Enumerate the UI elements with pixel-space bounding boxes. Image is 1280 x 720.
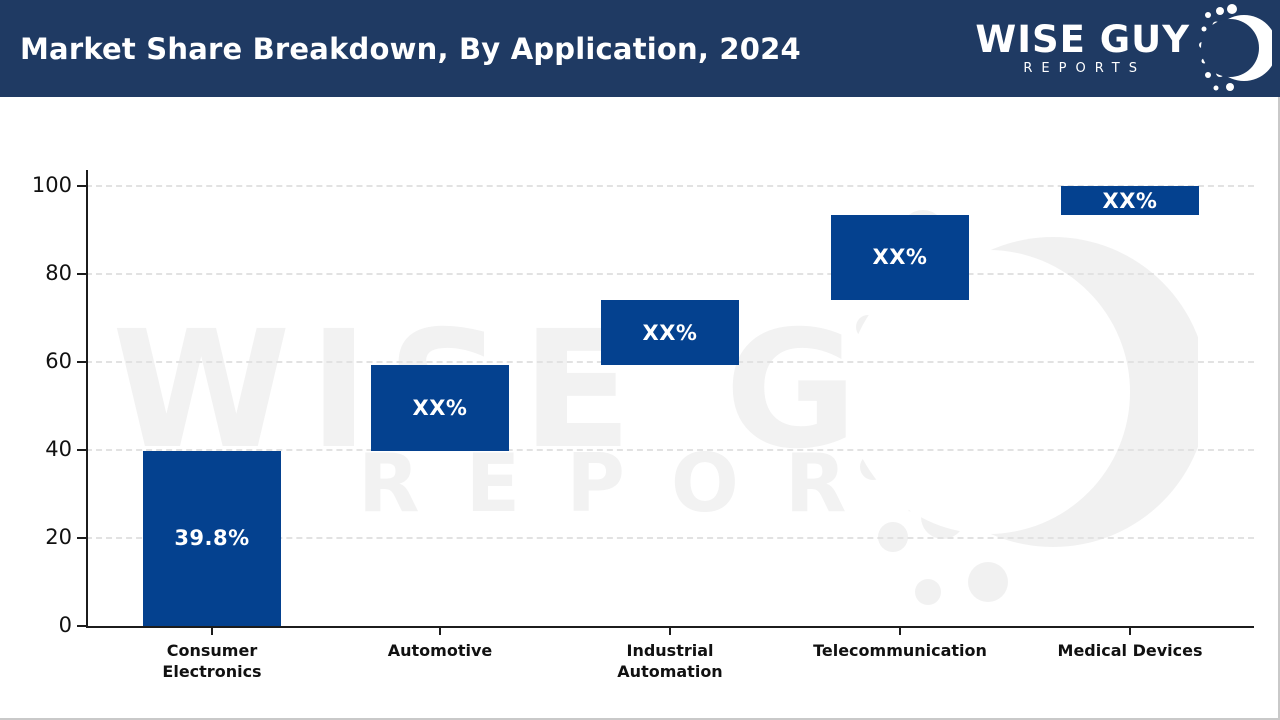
- grid-line: [86, 449, 1254, 451]
- y-axis-tick: [77, 449, 86, 451]
- bar-value-label: XX%: [872, 245, 928, 270]
- y-tick-label: 80: [45, 261, 72, 285]
- x-axis-tick: [211, 628, 213, 635]
- chart-canvas: WISE GUY REPORTS 0 20 40 60 80 100 39.8% XX% XX%…: [0, 97, 1280, 720]
- wise-guy-logo: WISE GUY REPORTS: [975, 0, 1272, 97]
- bar: 39.8%: [143, 450, 281, 626]
- grid-line: [86, 537, 1254, 539]
- bar: XX%: [1061, 186, 1199, 216]
- bar-value-label: XX%: [412, 395, 468, 420]
- x-axis-line: [86, 626, 1254, 628]
- y-axis-line: [86, 170, 88, 628]
- bar: XX%: [371, 365, 509, 451]
- y-tick-label: 0: [58, 613, 72, 637]
- grid-line: [86, 273, 1254, 275]
- page-title: Market Share Breakdown, By Application, …: [20, 31, 801, 66]
- y-tick-label: 20: [45, 525, 72, 549]
- y-axis-tick: [77, 625, 86, 627]
- y-axis-tick: [77, 185, 86, 187]
- y-tick-label: 40: [45, 437, 72, 461]
- y-tick-label: 60: [45, 349, 72, 373]
- logo-subtext: REPORTS: [1023, 61, 1146, 76]
- grid-line: [86, 185, 1254, 187]
- x-axis-tick: [439, 628, 441, 635]
- logo-text: WISE GUY REPORTS: [975, 21, 1190, 76]
- x-category-label: Consumer Electronics: [162, 641, 262, 682]
- bar-value-label: 39.8%: [174, 526, 250, 551]
- y-axis-tick: [77, 273, 86, 275]
- y-tick-label: 100: [31, 173, 72, 197]
- x-category-label: Medical Devices: [1057, 641, 1203, 660]
- y-axis-tick: [77, 361, 86, 363]
- logo-wordmark: WISE GUY: [975, 18, 1190, 61]
- x-axis-tick: [899, 628, 901, 635]
- x-category-label: Telecommunication: [813, 641, 987, 660]
- bar-value-label: XX%: [1102, 188, 1158, 213]
- logo-head-icon: [1199, 3, 1272, 91]
- bar: XX%: [601, 299, 739, 366]
- header: Market Share Breakdown, By Application, …: [0, 0, 1280, 97]
- x-axis-tick: [1129, 628, 1131, 635]
- x-axis-tick: [669, 628, 671, 635]
- y-axis-tick: [77, 537, 86, 539]
- x-category-label: Automotive: [387, 641, 493, 660]
- bar-value-label: XX%: [642, 320, 698, 345]
- bar: XX%: [831, 215, 969, 300]
- x-category-label: Industrial Automation: [617, 641, 723, 682]
